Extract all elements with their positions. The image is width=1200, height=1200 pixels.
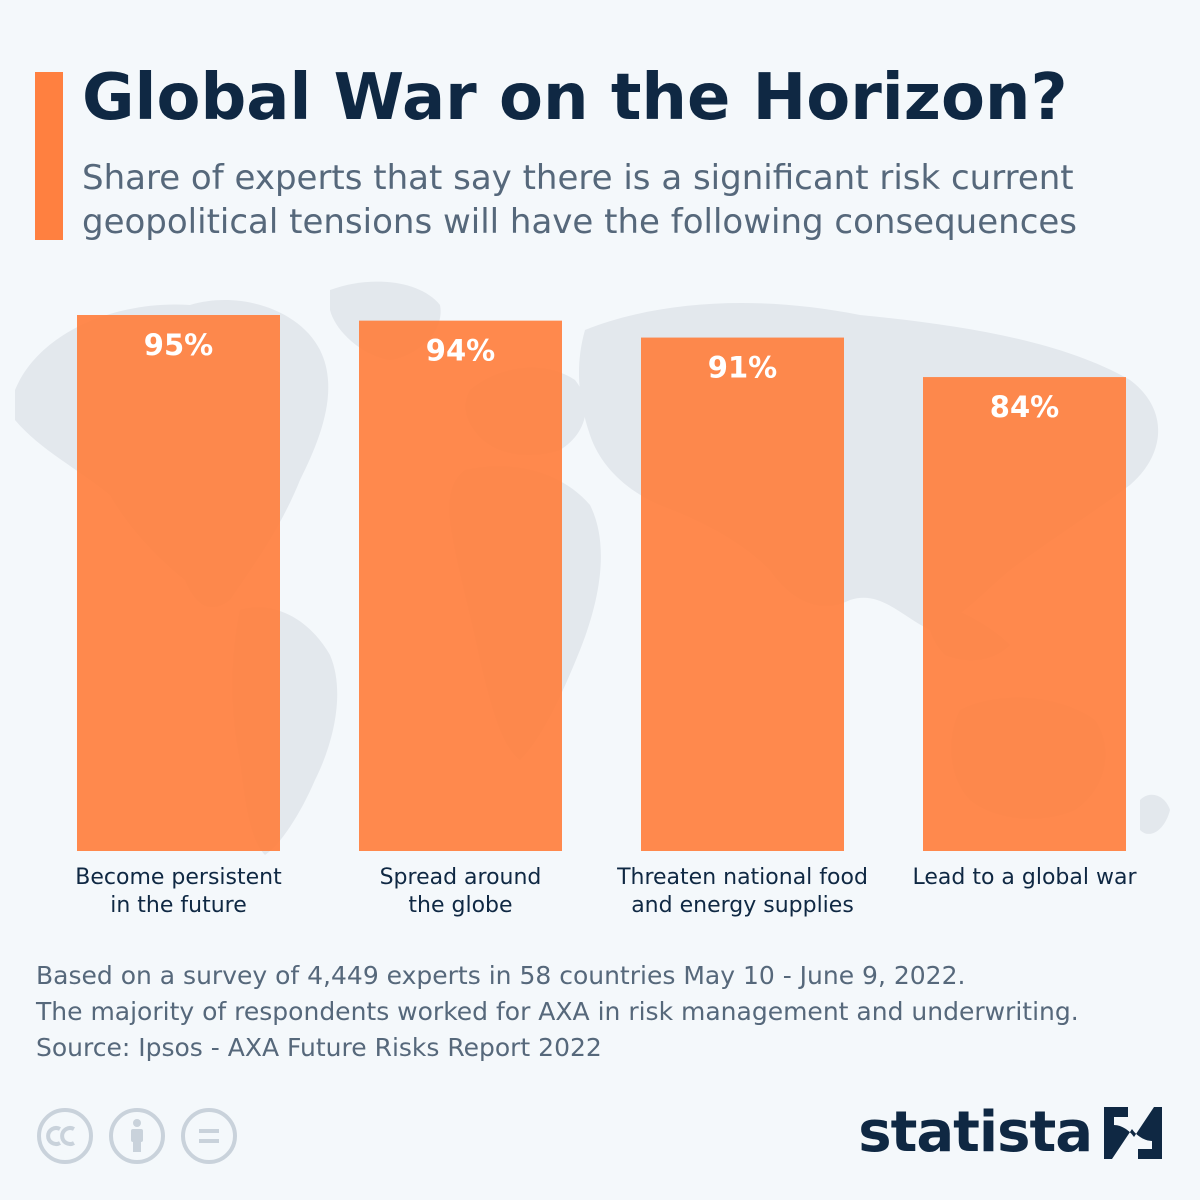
chart-subtitle: Share of experts that say there is a sig… [82,158,1078,242]
bar-4 [923,377,1126,851]
bar-1 [77,315,280,851]
category-label-line: Threaten national food [616,865,868,890]
creative-commons-icon[interactable] [36,1107,94,1165]
category-label-4: Lead to a global war [912,865,1137,890]
category-label-line: Spread around [380,865,542,890]
category-label-line: in the future [110,893,247,918]
no-derivatives-icon[interactable] [180,1107,238,1165]
chart-title: Global War on the Horizon? [82,61,1068,135]
value-label-4: 84% [990,390,1059,424]
value-label-1: 95% [144,328,213,362]
title-accent-bar [35,72,63,240]
category-label-2: Spread around the globe [380,865,542,918]
survey-note-line2: The majority of respondents worked for A… [36,997,1079,1026]
value-label-2: 94% [426,334,495,368]
bar-3 [641,337,844,851]
license-icons [36,1107,238,1165]
value-label-3: 91% [708,351,777,385]
category-label-1: Become persistent in the future [75,865,282,918]
source-note: Source: Ipsos - AXA Future Risks Report … [36,1033,602,1062]
statista-logo[interactable]: statista [858,1100,1164,1165]
category-label-line: and energy supplies [631,893,854,918]
category-label-line: Lead to a global war [912,865,1137,890]
survey-note-line1: Based on a survey of 4,449 experts in 58… [36,961,966,990]
logo-mark-icon [1104,1106,1162,1159]
category-label-line: the globe [408,893,512,918]
category-label-line: Become persistent [75,865,282,890]
logo-wordmark: statista [858,1100,1093,1165]
attribution-icon[interactable] [108,1107,166,1165]
footnote: Based on a survey of 4,449 experts in 58… [36,958,1186,1066]
category-label-3: Threaten national food and energy supplie… [616,865,868,918]
bar-2 [359,320,562,852]
